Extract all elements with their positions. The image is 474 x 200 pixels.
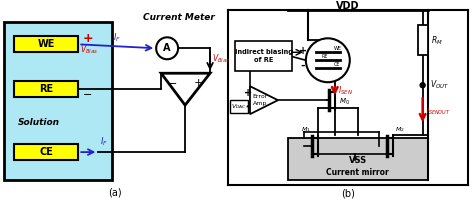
Text: $V_{OUT}$: $V_{OUT}$ xyxy=(429,79,448,91)
Text: VDD: VDD xyxy=(336,1,360,11)
Text: +: + xyxy=(82,32,93,45)
FancyBboxPatch shape xyxy=(4,22,112,180)
FancyBboxPatch shape xyxy=(418,25,428,55)
Text: $M_2$: $M_2$ xyxy=(395,125,404,134)
Text: Solution: Solution xyxy=(18,118,59,127)
FancyBboxPatch shape xyxy=(229,100,248,113)
Text: VSS: VSS xyxy=(349,156,367,165)
Text: +: + xyxy=(244,88,252,98)
Text: -: - xyxy=(246,102,250,112)
Text: (a): (a) xyxy=(109,187,122,197)
Polygon shape xyxy=(161,73,210,105)
Text: +: + xyxy=(299,46,307,56)
Text: $M_0$: $M_0$ xyxy=(339,97,350,107)
Text: Indirect biasing: Indirect biasing xyxy=(235,49,292,55)
Text: $V_{REF}$: $V_{REF}$ xyxy=(255,40,271,50)
FancyBboxPatch shape xyxy=(14,36,78,52)
FancyBboxPatch shape xyxy=(235,41,292,71)
Text: $-$: $-$ xyxy=(82,88,92,98)
Text: WE: WE xyxy=(334,46,342,51)
Text: $+$: $+$ xyxy=(193,77,203,88)
FancyBboxPatch shape xyxy=(288,138,428,180)
Text: $V_{Bias}$: $V_{Bias}$ xyxy=(212,52,230,65)
Circle shape xyxy=(306,38,350,82)
Text: Current mirror: Current mirror xyxy=(327,168,389,177)
Text: $V_{Bias}$: $V_{Bias}$ xyxy=(80,43,99,56)
Text: $I_{SENOUT}$: $I_{SENOUT}$ xyxy=(426,107,450,117)
Text: CE: CE xyxy=(39,147,53,157)
Text: A: A xyxy=(164,43,171,53)
Text: of RE: of RE xyxy=(254,57,273,63)
FancyBboxPatch shape xyxy=(14,144,78,160)
Text: Amp: Amp xyxy=(253,101,267,106)
Text: Error: Error xyxy=(252,94,268,99)
Text: CE: CE xyxy=(334,62,340,67)
Text: $-$: $-$ xyxy=(167,77,177,87)
FancyBboxPatch shape xyxy=(14,81,78,97)
Text: Current Meter: Current Meter xyxy=(143,13,215,22)
Text: $I_{SEN}$: $I_{SEN}$ xyxy=(338,85,353,97)
Text: $R_M$: $R_M$ xyxy=(431,34,442,47)
Text: -: - xyxy=(301,60,305,70)
Text: $V_{DAC}$: $V_{DAC}$ xyxy=(231,102,247,111)
Polygon shape xyxy=(250,86,278,114)
Circle shape xyxy=(420,83,425,88)
Text: $M_1$: $M_1$ xyxy=(301,125,311,134)
Text: (b): (b) xyxy=(341,188,355,198)
Text: RE: RE xyxy=(322,54,328,59)
Text: WE: WE xyxy=(37,39,55,49)
Text: $I_F$: $I_F$ xyxy=(113,32,121,44)
Circle shape xyxy=(156,37,178,59)
Text: $I_F$: $I_F$ xyxy=(100,136,108,148)
Text: RE: RE xyxy=(39,84,54,94)
